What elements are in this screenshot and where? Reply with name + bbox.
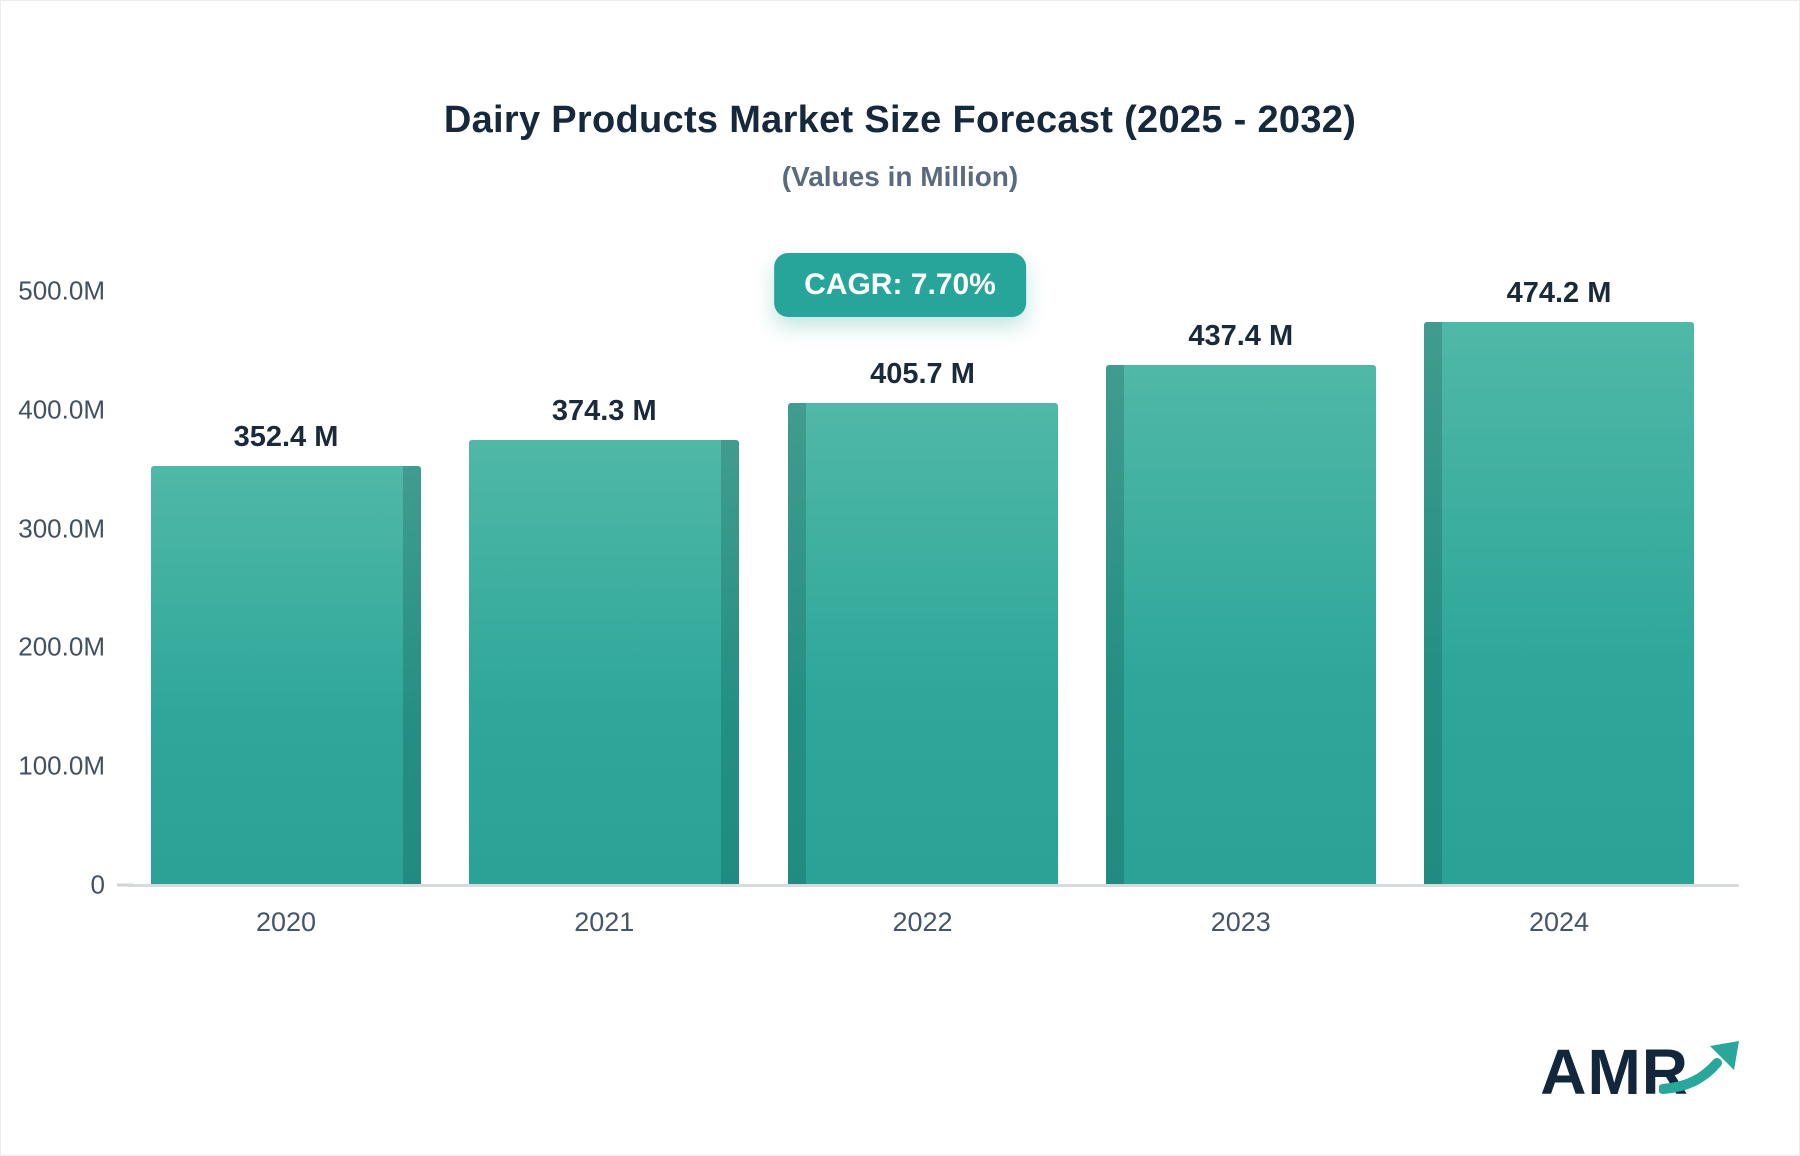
y-axis-tick: 500.0M	[18, 276, 133, 307]
y-axis-tick-label: 200.0M	[18, 631, 105, 662]
logo-text: AMR	[1540, 1036, 1689, 1108]
y-axis-tick: 0	[91, 870, 133, 901]
logo-arrow-icon	[1659, 1041, 1739, 1094]
bar-slot: 352.4 M	[151, 291, 421, 885]
cagr-badge: CAGR: 7.70%	[774, 253, 1026, 317]
x-axis-label: 2020	[255, 907, 317, 937]
x-axis-label: 2022	[892, 907, 953, 937]
x-axis: 2020 2021 2022 2023 2024	[151, 907, 1694, 938]
chart-title: Dairy Products Market Size Forecast (202…	[443, 99, 1357, 141]
bar-2020[interactable]: 352.4 M	[151, 421, 421, 885]
bar-slot: 374.3 M	[469, 291, 740, 885]
x-axis-label: 2024	[1528, 907, 1590, 937]
y-axis-tick: 200.0M	[18, 632, 133, 663]
x-axis-line	[127, 884, 1739, 887]
bar-slot: 437.4 M	[1105, 291, 1376, 885]
amr-logo: AMR	[1540, 1035, 1743, 1109]
bar-2024[interactable]: 474.2 M	[1424, 277, 1694, 886]
y-axis-tick-label: 400.0M	[18, 394, 105, 425]
bar-slot: 474.2 M	[1424, 277, 1694, 886]
plot-area: 352.4 M 374.3 M 405.7 M 437.4 M 474.2 M	[151, 277, 1694, 886]
chart-subtitle: (Values in Million)	[781, 161, 1019, 192]
y-axis-tick-label: 500.0M	[18, 275, 105, 306]
y-axis: 500.0M 400.0M 300.0M 200.0M 100.0M 0	[15, 276, 133, 900]
y-axis-tick: 100.0M	[18, 751, 133, 782]
y-axis-tick-label: 300.0M	[18, 513, 105, 544]
bar-value-label: 405.7 M	[870, 358, 975, 391]
bar-value-label: 374.3 M	[551, 395, 657, 428]
x-axis-label: 2021	[574, 907, 635, 937]
y-axis-tick: 400.0M	[18, 394, 133, 425]
bar-value-label: 352.4 M	[233, 421, 339, 454]
y-axis-tick: 300.0M	[18, 513, 133, 544]
bar-2022[interactable]: 405.7 M	[787, 358, 1058, 885]
y-axis-tick-label: 0	[90, 869, 105, 900]
bar-value-label: 437.4 M	[1188, 320, 1294, 353]
bar-value-label: 474.2 M	[1506, 276, 1612, 309]
bar-2023[interactable]: 437.4 M	[1105, 320, 1376, 885]
bar-slot: 405.7 M	[787, 291, 1058, 885]
y-axis-tick-label: 100.0M	[18, 750, 105, 781]
y-axis-tick-mark	[117, 883, 133, 887]
bar-2021[interactable]: 374.3 M	[469, 395, 740, 885]
x-axis-label: 2023	[1210, 907, 1271, 937]
